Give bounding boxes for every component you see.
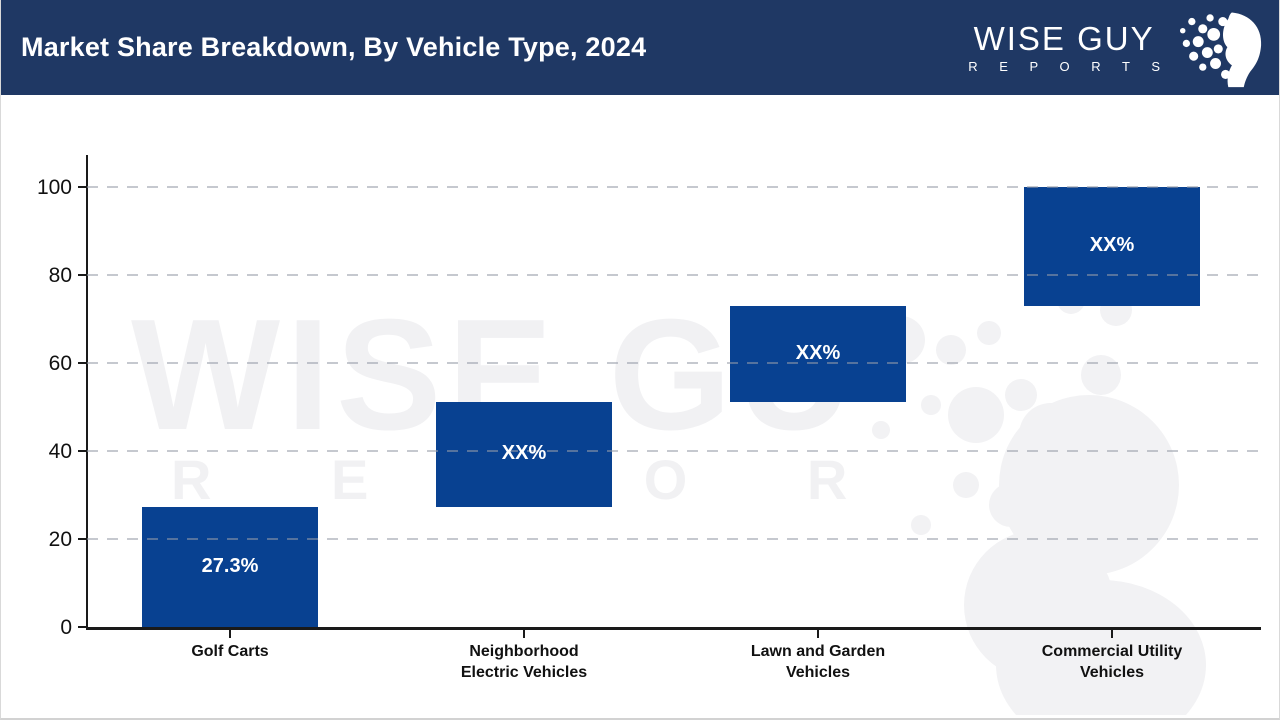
- y-tick-label: 20: [48, 528, 72, 551]
- x-tick-mark: [817, 629, 819, 638]
- x-axis-line: [86, 627, 1261, 630]
- y-tick-mark: [78, 450, 87, 452]
- gridline: [87, 362, 1259, 364]
- y-tick-mark: [78, 274, 87, 276]
- gridline: [87, 274, 1259, 276]
- y-tick-label: 100: [36, 176, 72, 199]
- x-category-line: Electric Vehicles: [460, 664, 588, 681]
- gridline: [87, 538, 1259, 540]
- x-tick-mark: [229, 629, 231, 638]
- bar-segment: [730, 305, 906, 402]
- x-category-line: Golf Carts: [191, 643, 269, 660]
- face-profile-icon: [1180, 11, 1262, 87]
- logo-text: WISE GUY R E P O R T S: [959, 22, 1169, 73]
- y-tick-label: 0: [60, 616, 72, 639]
- page-title: Market Share Breakdown, By Vehicle Type,…: [21, 32, 647, 62]
- y-tick-label: 40: [48, 440, 72, 463]
- bar-segment: [1024, 187, 1200, 306]
- x-category-line: Vehicles: [785, 664, 851, 681]
- y-tick-label: 80: [48, 264, 72, 287]
- x-tick-mark: [1111, 629, 1113, 638]
- x-category-line: Vehicles: [1079, 664, 1145, 681]
- gridline: [87, 186, 1259, 188]
- bar-value-label: XX%: [795, 341, 841, 364]
- bar-value-label: 27.3%: [201, 554, 259, 577]
- x-tick-mark: [523, 629, 525, 638]
- bar-segment: [142, 506, 318, 627]
- chart-area: WISE GU R E P O R: [1, 95, 1279, 718]
- wise-guy-reports-logo: WISE GUY R E P O R T S: [959, 7, 1279, 89]
- bar-value-label: XX%: [1089, 234, 1135, 257]
- x-category-label: Golf Carts: [110, 641, 350, 662]
- logo-wordmark: WISE GUY: [973, 20, 1155, 57]
- bar-value-label: XX%: [501, 442, 547, 465]
- y-tick-mark: [78, 538, 87, 540]
- y-tick-mark: [78, 362, 87, 364]
- x-category-line: Commercial Utility: [1041, 643, 1183, 660]
- x-category-label: Neighborhood Electric Vehicles: [404, 641, 644, 683]
- logo-subtitle: R E P O R T S: [968, 59, 1169, 74]
- y-tick-mark: [78, 186, 87, 188]
- y-axis-line: [86, 155, 88, 629]
- x-category-label: Lawn and Garden Vehicles: [698, 641, 938, 683]
- header-bar: Market Share Breakdown, By Vehicle Type,…: [1, 0, 1279, 95]
- x-category-line: Neighborhood: [469, 643, 579, 660]
- gridline: [87, 450, 1259, 452]
- x-category-label: Commercial Utility Vehicles: [992, 641, 1232, 683]
- y-tick-label: 60: [48, 352, 72, 375]
- x-category-line: Lawn and Garden: [750, 643, 886, 660]
- bar-segment: [436, 401, 612, 507]
- y-tick-mark: [78, 626, 87, 628]
